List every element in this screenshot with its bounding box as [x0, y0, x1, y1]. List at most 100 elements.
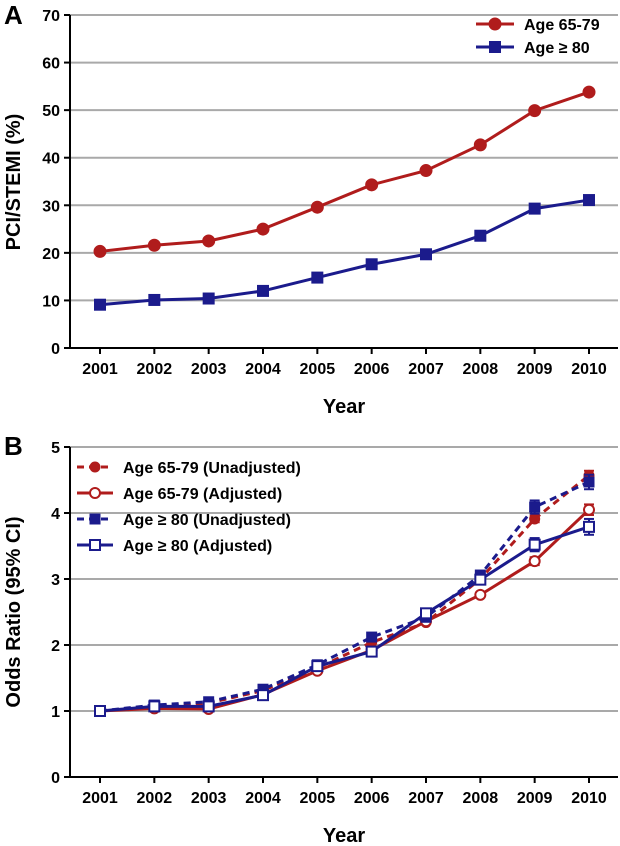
data-point: [528, 538, 541, 551]
data-point: [583, 503, 595, 516]
legend-marker: [489, 41, 501, 53]
x-tick-label: 2004: [245, 790, 281, 807]
panel-b-y-axis-title: Odds Ratio (95% CI): [3, 516, 25, 707]
series-line: [99, 90, 590, 253]
y-tick-label: 4: [51, 506, 60, 523]
x-tick-label: 2007: [408, 790, 444, 807]
data-point: [583, 520, 595, 533]
series-age-65-79: [93, 85, 596, 258]
y-tick-label: 20: [42, 246, 60, 263]
data-point: [474, 229, 487, 242]
data-point: [202, 234, 216, 248]
series-line: [99, 474, 590, 713]
panel-a-x-ticks: 2001 2002 2003 2004 2005 2006 2007 2008 2009 2010: [82, 348, 607, 378]
y-tick-label: 10: [42, 293, 60, 310]
data-point: [474, 588, 487, 601]
x-tick-label: 2003: [191, 790, 227, 807]
y-tick-label: 5: [51, 440, 60, 457]
y-tick-label: 60: [42, 56, 60, 73]
panel-a-legend: Age 65-79 Age ≥ 80: [476, 17, 600, 57]
data-point: [420, 607, 432, 620]
panel-a-letter: A: [4, 0, 23, 30]
data-point: [473, 138, 487, 152]
data-point: [148, 700, 161, 713]
data-point: [257, 284, 269, 297]
y-tick-label: 3: [51, 572, 60, 589]
legend-label: Age ≥ 80: [524, 40, 590, 57]
panel-b-letter: B: [4, 431, 23, 461]
data-point: [528, 104, 542, 118]
data-point: [94, 298, 106, 311]
data-point: [419, 164, 433, 178]
y-tick-label: 0: [51, 770, 60, 787]
data-point: [528, 555, 541, 568]
data-point: [474, 573, 487, 586]
data-point: [202, 700, 215, 713]
panel-a-x-axis-title: Year: [323, 396, 365, 418]
legend-marker: [89, 487, 101, 499]
y-tick-label: 0: [51, 341, 60, 358]
data-point: [366, 631, 378, 643]
data-point: [420, 248, 432, 261]
series-age-80: [94, 194, 595, 311]
y-tick-label: 70: [42, 8, 60, 25]
legend-label: Age ≥ 80 (Unadjusted): [123, 512, 291, 529]
data-point: [256, 222, 270, 236]
x-tick-label: 2009: [517, 361, 553, 378]
data-point: [202, 292, 215, 305]
panel-a-gridlines: [70, 14, 618, 302]
data-point: [529, 501, 541, 513]
panel-b-y-ticks: 0 1 2 3 4 5: [51, 440, 70, 787]
data-point: [257, 689, 269, 702]
x-tick-label: 2004: [245, 361, 281, 378]
series-line: [99, 525, 590, 713]
legend-marker: [488, 17, 502, 31]
x-tick-label: 2005: [300, 361, 336, 378]
data-point: [528, 202, 541, 215]
y-tick-label: 1: [51, 704, 60, 721]
x-tick-label: 2008: [463, 361, 499, 378]
series-age-80-unadjusted-: [94, 473, 595, 717]
x-tick-label: 2006: [354, 790, 390, 807]
data-point: [583, 194, 595, 207]
data-point: [365, 645, 378, 658]
data-point: [147, 238, 161, 252]
x-tick-label: 2002: [137, 790, 173, 807]
x-tick-label: 2010: [571, 361, 607, 378]
data-point: [94, 705, 106, 717]
panel-b-x-axis-title: Year: [323, 825, 365, 846]
x-tick-label: 2007: [408, 361, 444, 378]
series-line: [99, 198, 590, 307]
y-tick-label: 40: [42, 151, 60, 168]
panel-a-series: [93, 85, 596, 311]
x-tick-label: 2010: [571, 790, 607, 807]
x-tick-label: 2006: [354, 361, 390, 378]
y-tick-label: 50: [42, 103, 60, 120]
data-point: [310, 200, 324, 214]
x-tick-label: 2002: [137, 361, 173, 378]
legend-marker: [89, 513, 101, 525]
y-tick-label: 30: [42, 198, 60, 215]
legend-marker: [89, 461, 101, 473]
legend-label: Age 65-79: [524, 17, 600, 34]
x-tick-label: 2003: [191, 361, 227, 378]
legend-label: Age 65-79 (Unadjusted): [123, 460, 301, 477]
x-tick-label: 2001: [82, 361, 118, 378]
x-tick-label: 2009: [517, 790, 553, 807]
panel-a-y-axis-title: PCI/STEMI (%): [3, 114, 25, 251]
legend-label: Age 65-79 (Adjusted): [123, 486, 282, 503]
data-point: [93, 244, 107, 258]
panel-b-legend: Age 65-79 (Unadjusted) Age 65-79 (Adjuste…: [77, 460, 301, 555]
data-point: [311, 660, 324, 673]
data-point: [529, 513, 541, 525]
data-point: [365, 258, 378, 271]
data-point: [148, 293, 161, 306]
panel-a-y-ticks: 0 10 20 30 40 50 60 70: [42, 8, 70, 358]
series-age-80-adjusted-: [94, 517, 595, 717]
panel-b-x-ticks: 2001 2002 2003 2004 2005 2006 2007 2008 2009 2010: [82, 777, 607, 807]
x-tick-label: 2005: [300, 790, 336, 807]
panel-b-series: [94, 469, 595, 717]
x-tick-label: 2008: [463, 790, 499, 807]
series-line: [99, 508, 591, 713]
